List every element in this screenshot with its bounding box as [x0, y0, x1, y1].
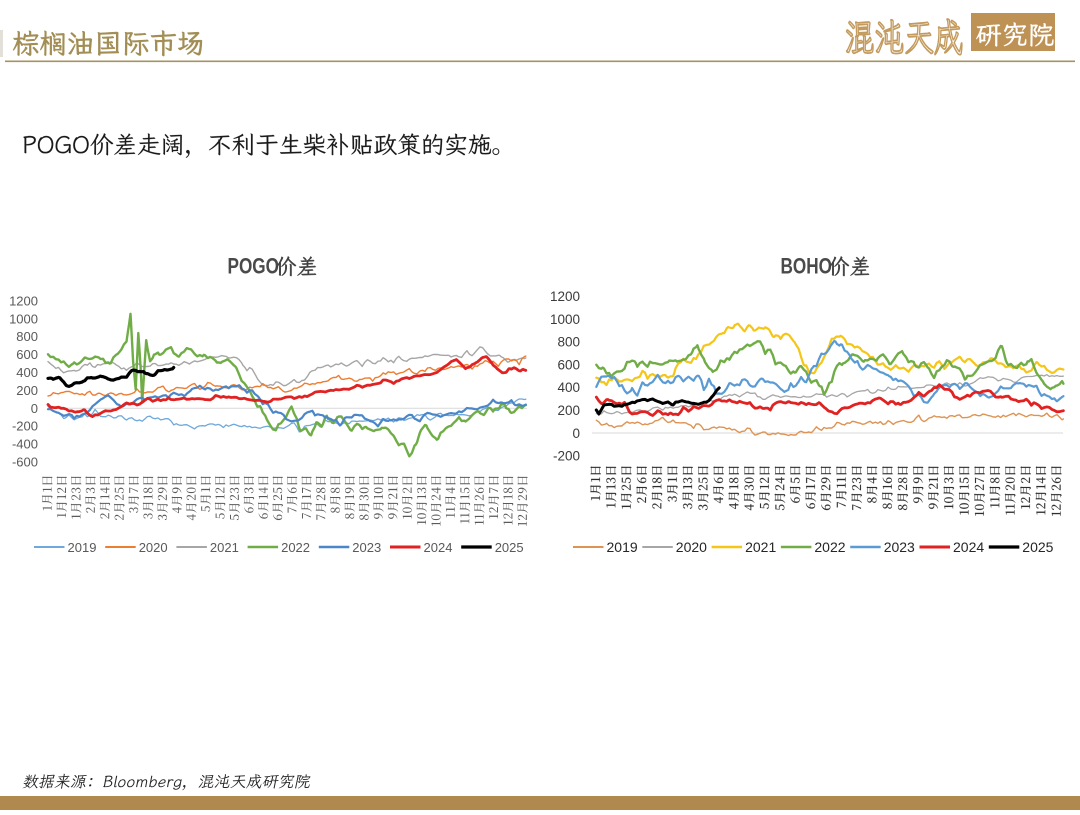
svg-text:600: 600 [16, 347, 38, 362]
svg-text:2020: 2020 [676, 539, 707, 555]
svg-text:0: 0 [572, 426, 580, 441]
svg-text:-400: -400 [12, 437, 38, 452]
svg-text:2022: 2022 [814, 539, 845, 555]
svg-text:1000: 1000 [550, 312, 580, 327]
svg-text:800: 800 [557, 335, 580, 350]
svg-text:2024: 2024 [424, 540, 453, 555]
svg-text:-600: -600 [12, 455, 38, 470]
svg-text:1200: 1200 [550, 289, 580, 304]
svg-text:POGO: POGO [228, 255, 279, 280]
svg-text:-200: -200 [553, 449, 580, 464]
svg-text:2019: 2019 [68, 540, 97, 555]
svg-text:BOHO: BOHO [781, 255, 832, 280]
svg-text:2024: 2024 [953, 539, 984, 555]
svg-text:2022: 2022 [281, 540, 310, 555]
svg-text:2020: 2020 [139, 540, 168, 555]
svg-text:-200: -200 [12, 419, 38, 434]
svg-text:0: 0 [31, 401, 38, 416]
svg-text:2023: 2023 [884, 539, 915, 555]
svg-text:600: 600 [557, 357, 580, 372]
svg-text:1000: 1000 [9, 311, 38, 326]
svg-text:2023: 2023 [352, 540, 381, 555]
svg-text:400: 400 [557, 380, 580, 395]
svg-text:400: 400 [16, 365, 38, 380]
svg-text:2021: 2021 [745, 539, 776, 555]
svg-text:2019: 2019 [607, 539, 638, 555]
svg-text:2025: 2025 [1022, 539, 1053, 555]
svg-text:200: 200 [16, 383, 38, 398]
svg-text:2025: 2025 [495, 540, 524, 555]
svg-text:800: 800 [16, 329, 38, 344]
svg-text:1200: 1200 [9, 293, 38, 308]
svg-text:200: 200 [557, 403, 580, 418]
svg-text:2021: 2021 [210, 540, 239, 555]
